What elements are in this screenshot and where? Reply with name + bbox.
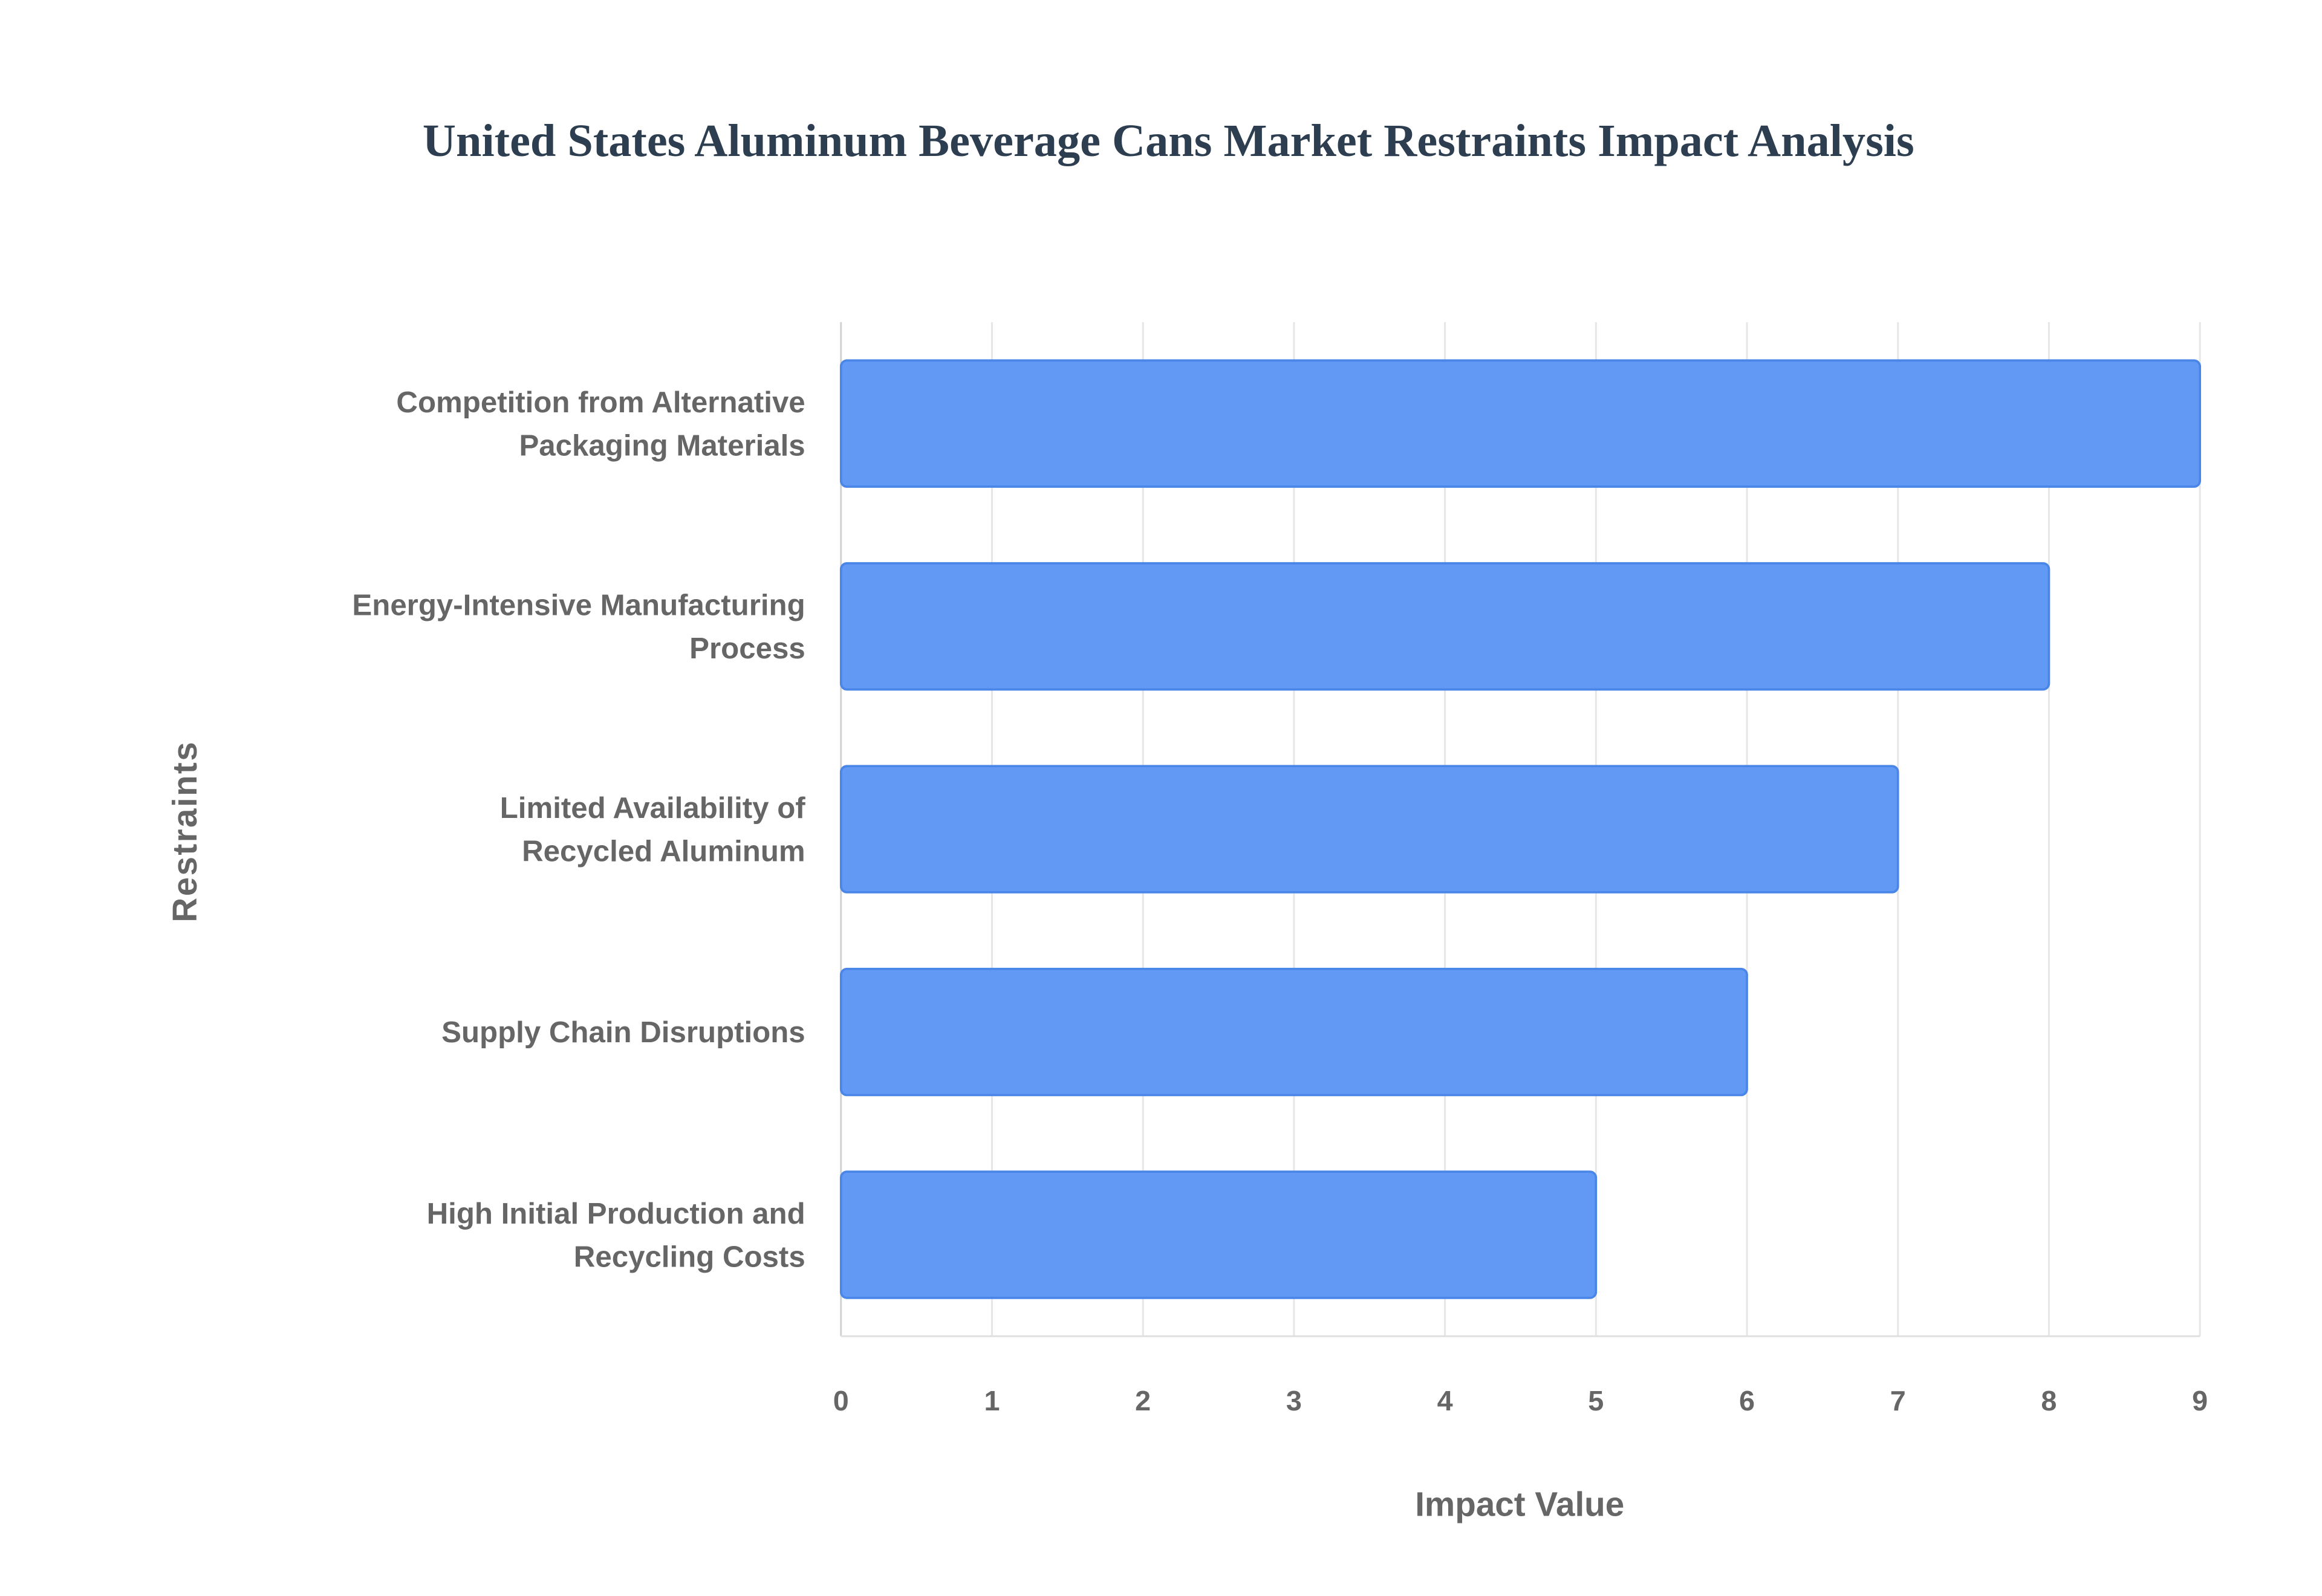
bars [839,359,2201,1299]
y-tick-label: Supply Chain Disruptions [441,1016,805,1049]
y-tick-label: Competition from Alternative [396,386,805,419]
x-axis-title: Impact Value [1415,1485,1624,1523]
y-tick-label: High Initial Production and [427,1197,805,1230]
x-tick-label: 5 [1588,1385,1604,1416]
x-tick-label: 8 [2041,1385,2057,1416]
y-tick-labels: Competition from Alternative Packaging Ma… [352,386,805,1273]
x-tick-label: 7 [1890,1385,1906,1416]
bar [839,562,2050,691]
x-tick-label: 6 [1739,1385,1755,1416]
x-tick-label: 9 [2192,1385,2208,1416]
y-tick-label: Recycling Costs [574,1240,805,1273]
x-tick-label: 0 [833,1385,849,1416]
x-tick-labels: 0 1 2 3 4 5 6 7 8 9 [833,1385,2208,1416]
bar [839,765,1899,894]
x-tick-label: 1 [984,1385,1000,1416]
bar [839,359,2201,488]
y-tick-label: Process [689,632,805,665]
x-tick-label: 3 [1286,1385,1302,1416]
y-tick-label: Energy-Intensive Manufacturing [352,589,805,622]
bar [839,1170,1598,1299]
x-tick-label: 2 [1135,1385,1151,1416]
y-tick-label: Packaging Materials [519,429,805,462]
y-axis-title: Restraints [166,741,204,923]
x-tick-label: 4 [1437,1385,1453,1416]
y-tick-label: Recycled Aluminum [522,834,805,868]
chart-title: United States Aluminum Beverage Cans Mar… [423,115,1914,166]
y-tick-label: Limited Availability of [500,791,806,825]
bar [839,967,1748,1097]
